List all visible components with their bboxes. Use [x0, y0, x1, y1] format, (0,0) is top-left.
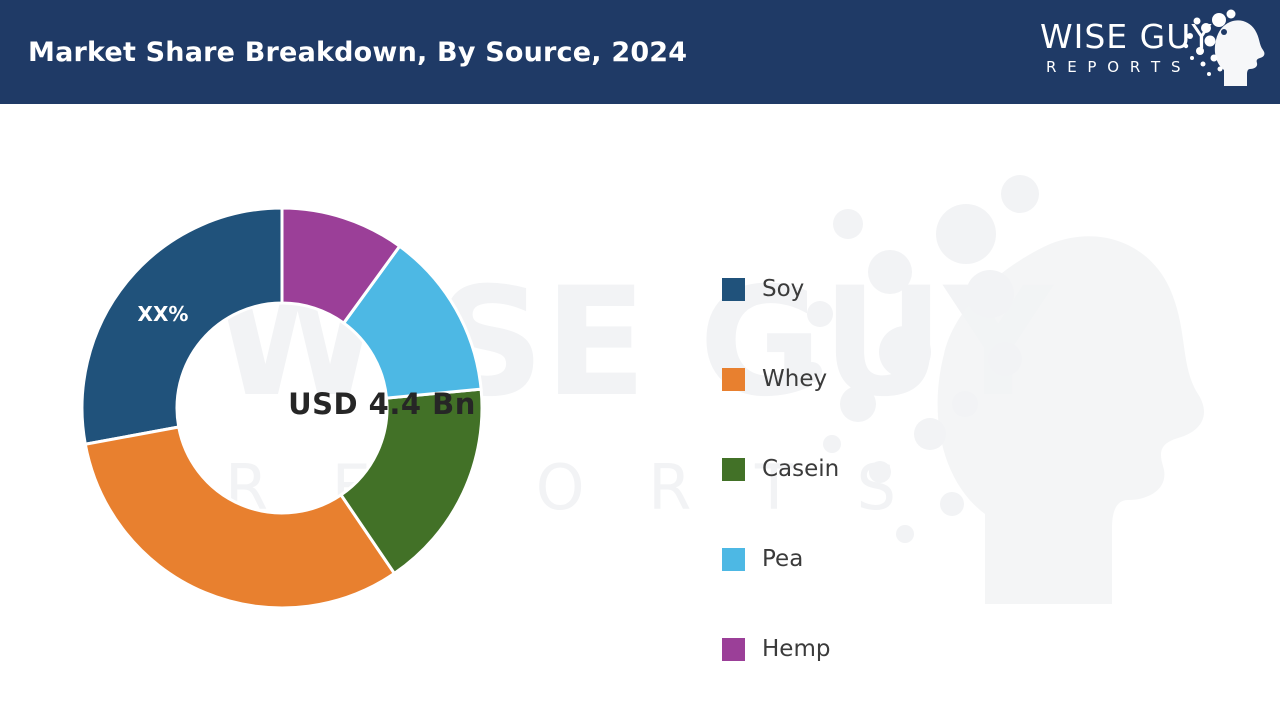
chart-content-area: WISE GUY R E P O R T S USD 4.4 Bn XX% 31.…: [0, 104, 1280, 720]
legend-label-soy: Soy: [762, 276, 805, 302]
legend-swatch-hemp: [722, 637, 745, 661]
donut-slice-soy[interactable]: [80, 206, 284, 446]
legend-label-pea: Pea: [762, 546, 804, 572]
legend-item-soy[interactable]: Soy: [722, 244, 982, 334]
legend-item-hemp[interactable]: Hemp: [722, 604, 982, 694]
legend-swatch-pea: [722, 547, 745, 571]
donut-slice-casein[interactable]: [338, 387, 484, 576]
wiseguy-logo: WISE GUY R E P O R T S: [1034, 6, 1274, 98]
legend-swatch-soy: [722, 277, 745, 301]
donut-slice-hemp[interactable]: [280, 206, 402, 326]
legend-item-casein[interactable]: Casein: [722, 424, 982, 514]
donut-svg: [80, 206, 484, 610]
slice-label-whey: 31.6%: [313, 631, 383, 655]
slice-label-pea: XX%: [525, 234, 577, 258]
logo-text-line1: WISE GUY: [1040, 17, 1213, 56]
legend-label-casein: Casein: [762, 456, 840, 482]
legend-label-hemp: Hemp: [762, 636, 831, 662]
donut-slices: [80, 206, 484, 610]
logo-artwork: WISE GUY R E P O R T S: [1040, 9, 1265, 87]
donut-chart: USD 4.4 Bn XX% 31.6% XX% XX% XX%: [0, 104, 700, 720]
page-header: Market Share Breakdown, By Source, 2024: [0, 0, 1280, 104]
slice-label-soy: XX%: [137, 302, 189, 326]
logo-text-line2: R E P O R T S: [1046, 58, 1183, 76]
legend-item-whey[interactable]: Whey: [722, 334, 982, 424]
legend-swatch-casein: [722, 457, 745, 481]
head-profile-dots-icon: [1183, 9, 1265, 87]
slice-label-casein: XX%: [586, 438, 638, 462]
slice-label-hemp: XX%: [363, 163, 415, 187]
chart-legend: Soy Whey Casein Pea Hemp: [722, 244, 982, 694]
legend-label-whey: Whey: [762, 366, 828, 392]
donut-center-label: USD 4.4 Bn: [288, 387, 476, 421]
legend-swatch-whey: [722, 367, 745, 391]
donut-slice-whey[interactable]: [83, 425, 397, 610]
legend-item-pea[interactable]: Pea: [722, 514, 982, 604]
page-title: Market Share Breakdown, By Source, 2024: [28, 36, 688, 68]
